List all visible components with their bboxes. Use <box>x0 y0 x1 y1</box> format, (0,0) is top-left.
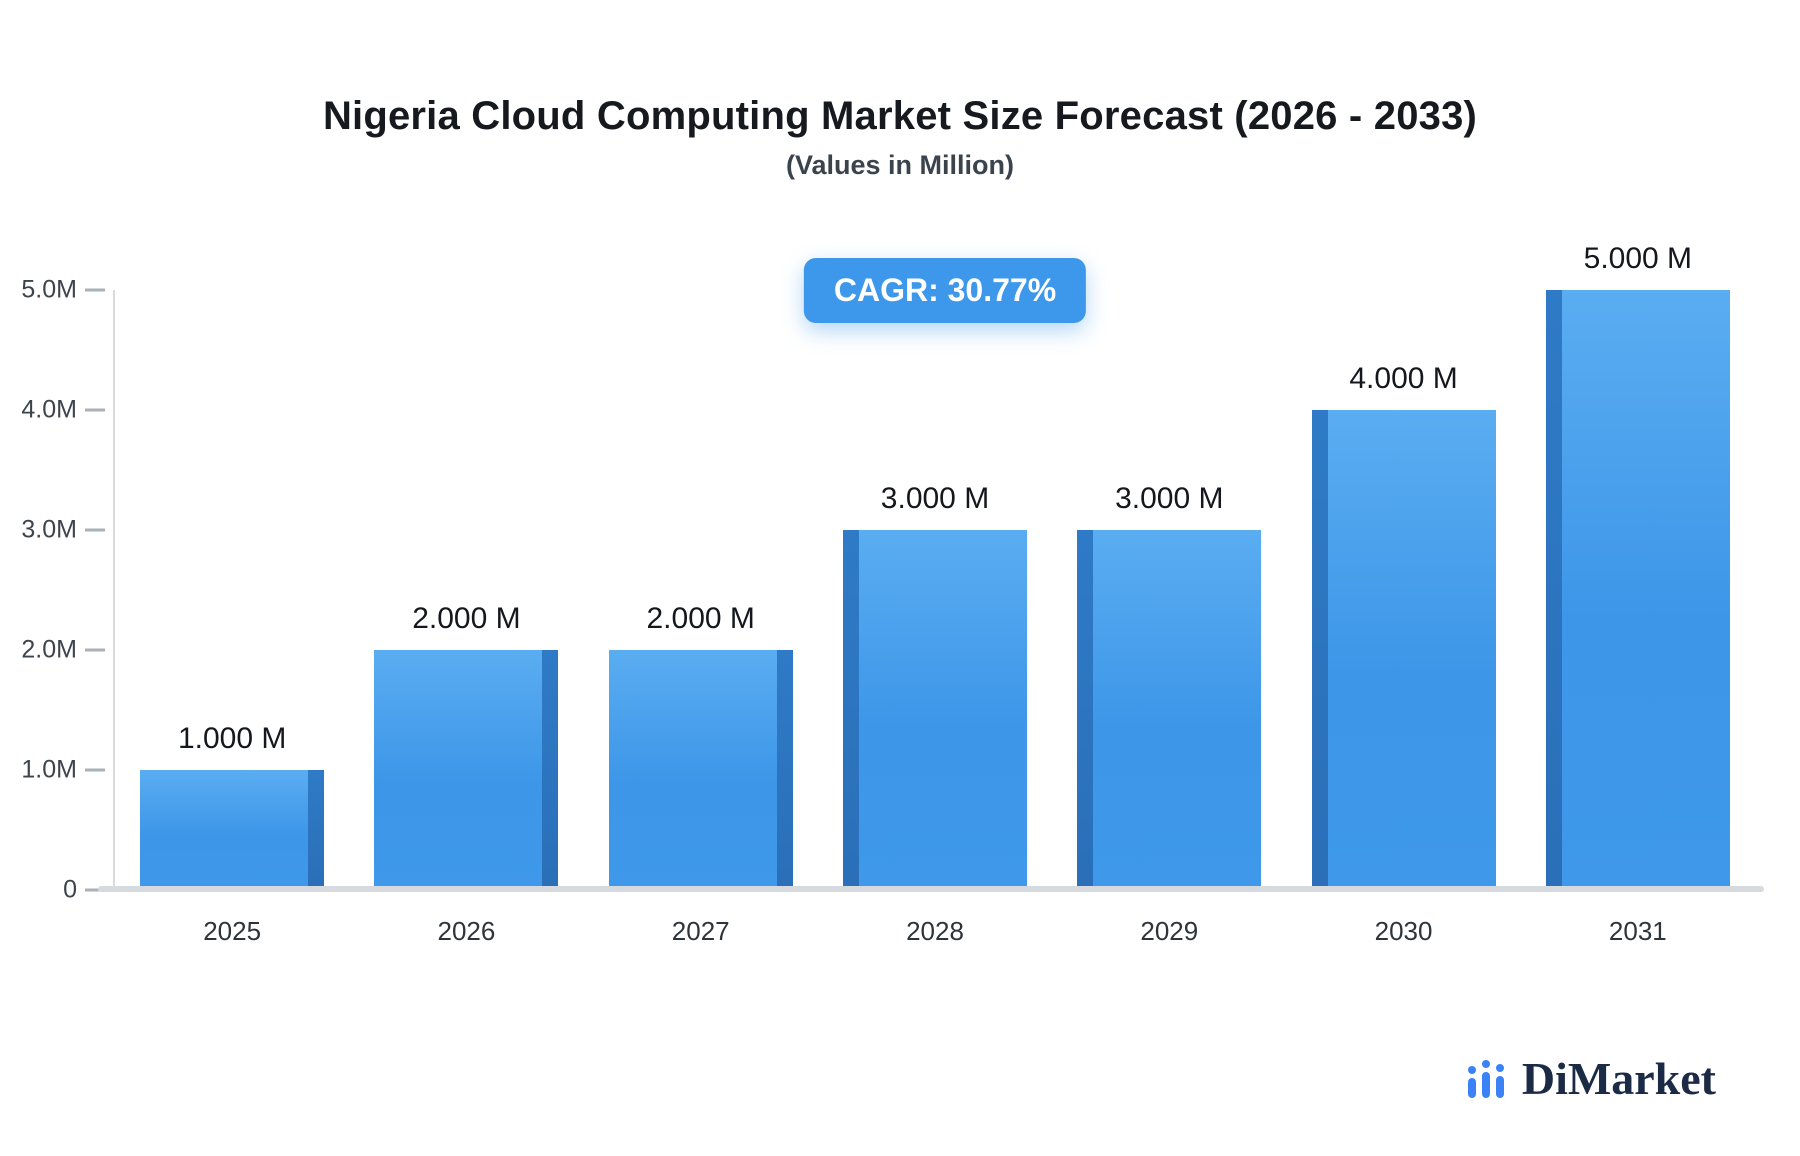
plot-area: 5.0M 4.0M 3.0M 2.0M 1.0M 0 1.000 M 2025 2.000 M 2… <box>21 242 1755 946</box>
bar-edge <box>843 530 859 890</box>
bar-edge <box>1311 410 1328 890</box>
x-axis-label: 2026 <box>437 916 496 946</box>
y-tick-mark <box>85 888 105 892</box>
bar-value-label: 3.000 M <box>880 482 990 515</box>
y-tick-label: 2.0M <box>21 635 77 664</box>
y-tick-label: 0 <box>63 875 77 904</box>
x-axis-label: 2025 <box>203 916 262 946</box>
y-tick-mark <box>85 648 105 652</box>
bar-value-label: 1.000 M <box>177 722 287 755</box>
bar <box>374 650 559 890</box>
y-tick-label: 3.0M <box>21 515 77 544</box>
y-tick-mark <box>85 408 105 412</box>
bar-value-label: 5.000 M <box>1583 242 1693 275</box>
bar <box>608 650 793 890</box>
dimarket-logo: DiMarket <box>1464 1056 1716 1102</box>
y-tick-label: 5.0M <box>21 275 77 304</box>
x-axis-label: 2029 <box>1140 916 1199 946</box>
bar-value-label: 2.000 M <box>412 602 521 635</box>
bar-edge <box>542 650 559 890</box>
mini-bar-chart-icon <box>1464 1056 1510 1102</box>
x-axis-label: 2031 <box>1608 916 1667 946</box>
bar-value-label: 4.000 M <box>1349 362 1458 395</box>
bar-edge <box>1545 290 1562 890</box>
x-axis-label: 2028 <box>906 916 964 946</box>
chart-title: Nigeria Cloud Computing Market Size Fore… <box>322 94 1478 138</box>
x-axis-baseline <box>98 886 1764 892</box>
bar-value-label: 2.000 M <box>646 602 755 635</box>
bar <box>1311 410 1496 890</box>
y-tick-mark <box>85 528 105 532</box>
chart-subtitle: (Values in Million) <box>785 150 1015 180</box>
cagr-badge: CAGR: 30.77% <box>803 258 1087 323</box>
bar-edge <box>308 770 325 890</box>
x-axis-label: 2027 <box>671 916 730 946</box>
bar-edge <box>776 650 793 890</box>
bar <box>843 530 1027 890</box>
bar <box>140 770 325 890</box>
y-tick-label: 1.0M <box>21 755 77 784</box>
y-tick-mark <box>85 768 105 772</box>
bar-value-label: 3.000 M <box>1115 482 1224 515</box>
bar-edge <box>1077 530 1094 890</box>
y-tick-label: 4.0M <box>21 395 77 424</box>
bar <box>1545 290 1730 890</box>
x-axis-label: 2030 <box>1374 916 1433 946</box>
dimarket-logo-text: DiMarket <box>1521 1053 1716 1104</box>
y-tick-mark <box>85 288 105 292</box>
bar <box>1077 530 1262 890</box>
